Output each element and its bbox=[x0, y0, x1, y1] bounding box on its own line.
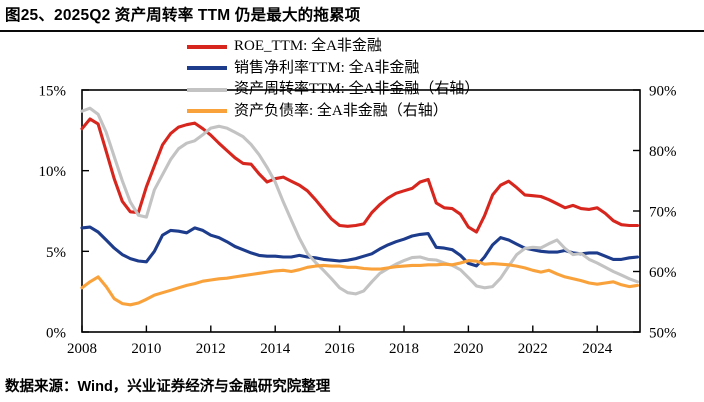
legend-item-net-margin-ttm: 销售净利率TTM: 全A非金融 bbox=[187, 58, 479, 80]
legend-label: 资产负债率: 全A非金融（右轴） bbox=[234, 102, 448, 119]
right-axis-label: 90% bbox=[649, 84, 677, 100]
legend-label: ROE_TTM: 全A非金融 bbox=[234, 38, 382, 54]
legend-item-debt-ratio: 资产负债率: 全A非金融（右轴） bbox=[187, 101, 479, 123]
plot-frame bbox=[81, 89, 641, 333]
legend-label: 销售净利率TTM: 全A非金融 bbox=[234, 59, 420, 76]
x-axis-label: 2016 bbox=[325, 341, 356, 357]
legend-item-roe-ttm: ROE_TTM: 全A非金融 bbox=[187, 36, 479, 58]
left-axis-label: 5% bbox=[46, 245, 66, 261]
x-axis-label: 2010 bbox=[131, 341, 161, 357]
roe-ttm-line bbox=[80, 117, 640, 234]
x-axis-label: 2020 bbox=[453, 341, 483, 357]
x-axis-label: 2014 bbox=[260, 341, 291, 357]
asset-turnover-ttm-line bbox=[80, 106, 640, 296]
data-source-note: 数据来源：Wind，兴业证券经济与金融研究院整理 bbox=[5, 379, 331, 395]
x-axis-label: 2012 bbox=[196, 341, 226, 357]
left-axis-label: 10% bbox=[39, 164, 67, 180]
chart-legend: ROE_TTM: 全A非金融销售净利率TTM: 全A非金融资产周转率TTM: 全… bbox=[187, 36, 479, 122]
right-axis-label: 70% bbox=[649, 205, 677, 221]
net-margin-ttm-legend-swatch bbox=[187, 66, 227, 71]
right-axis-label: 80% bbox=[649, 144, 677, 160]
x-axis-label: 2022 bbox=[518, 341, 548, 357]
roe-ttm-legend-swatch bbox=[187, 44, 227, 49]
left-axis-label: 0% bbox=[46, 326, 66, 342]
x-axis-label: 2018 bbox=[389, 341, 419, 357]
left-axis-label: 15% bbox=[39, 84, 67, 100]
legend-label: 资产周转率TTM: 全A非金融（右轴） bbox=[234, 81, 480, 97]
page-title: 图25、2025Q2 资产周转率 TTM 仍是最大的拖累项 bbox=[5, 7, 361, 24]
legend-item-asset-turnover-ttm: 资产周转率TTM: 全A非金融（右轴） bbox=[187, 79, 479, 101]
x-axis-label: 2008 bbox=[67, 341, 97, 357]
asset-turnover-ttm-legend-swatch bbox=[187, 87, 227, 92]
title-divider bbox=[0, 30, 704, 32]
debt-ratio-line bbox=[80, 259, 640, 307]
net-margin-ttm-line bbox=[80, 225, 640, 268]
debt-ratio-legend-swatch bbox=[187, 109, 227, 114]
x-axis-label: 2024 bbox=[582, 341, 613, 357]
right-axis-label: 60% bbox=[649, 265, 677, 281]
right-axis-label: 50% bbox=[649, 326, 677, 342]
